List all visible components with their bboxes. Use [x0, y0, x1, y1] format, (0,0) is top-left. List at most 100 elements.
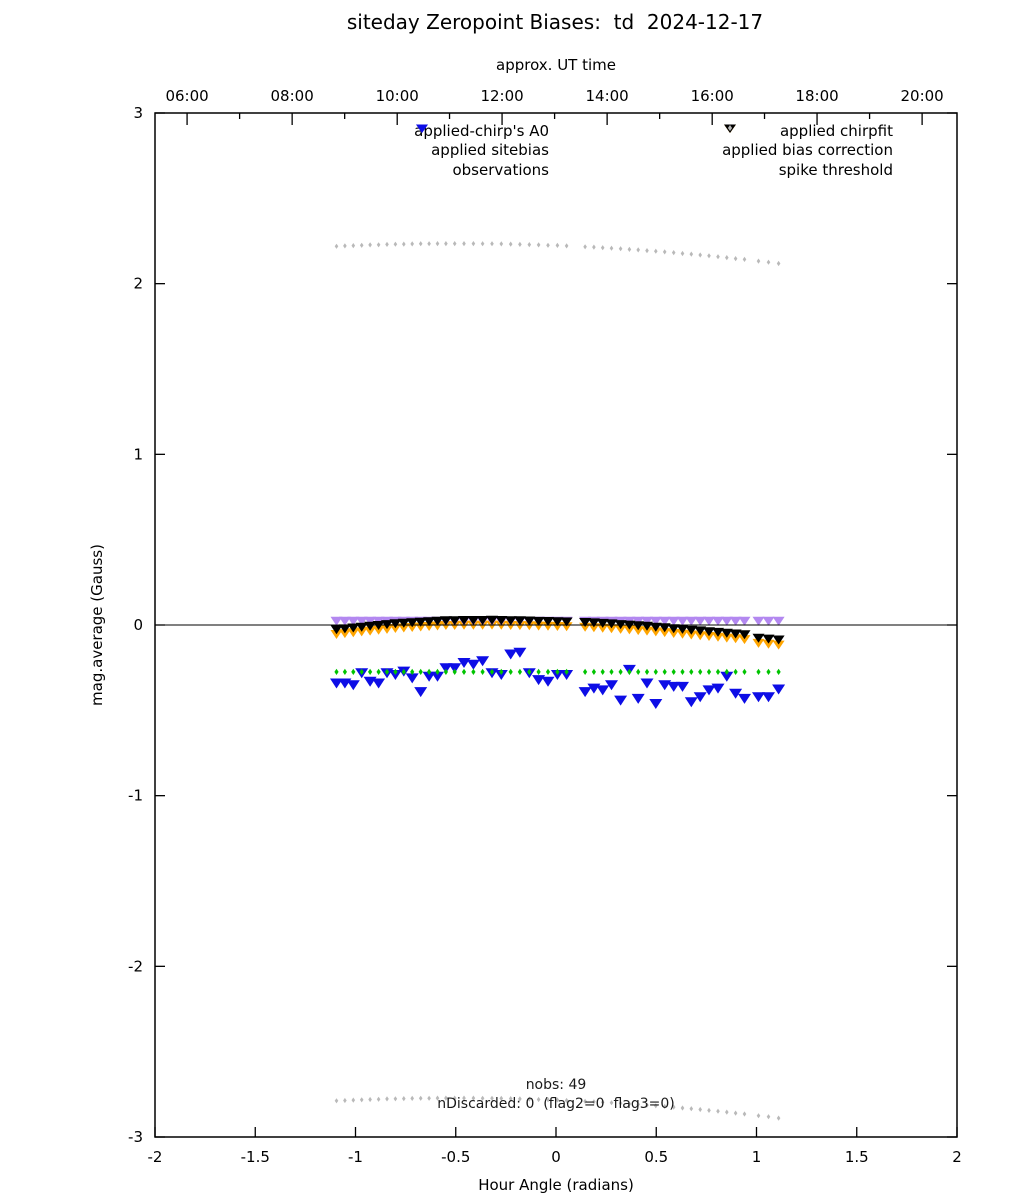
x-axis-ticks: -2 -1.5 -1 -0.5 0 0.5 1 1.5 2: [148, 1127, 962, 1166]
a0-point: [733, 668, 738, 675]
spike_upper-point: [435, 241, 440, 247]
spike_lower-point: [725, 1109, 729, 1115]
spike_lower-point: [662, 1103, 667, 1110]
chirpfit-point: [372, 625, 385, 635]
chirpfit-point: [720, 633, 733, 643]
observations-point: [720, 671, 734, 682]
legend-item-a0: applied-chirp's A0: [414, 121, 574, 141]
spike_upper-point: [444, 241, 448, 247]
x-axis-label: Hour Angle (radians): [478, 1176, 634, 1194]
chirpfit-point: [542, 621, 554, 631]
spike_lower-point: [435, 1095, 440, 1101]
observations-point: [346, 680, 360, 691]
series-a0: [334, 668, 781, 675]
top-tick-label: 10:00: [376, 87, 419, 105]
x-tick-label: -1: [348, 1148, 363, 1166]
spike_upper-point: [725, 255, 729, 261]
spike_lower-point: [368, 1096, 372, 1103]
legend-right-column: applied chirpfit applied bias correction s…: [722, 121, 918, 180]
bias_correction-point: [738, 630, 751, 640]
spike_upper-point: [564, 243, 569, 249]
spike_lower-point: [471, 1095, 476, 1101]
y-tick-label: -2: [128, 957, 143, 975]
chirpfit-point: [364, 626, 377, 636]
chirpfit-point: [658, 628, 671, 638]
sitebias-point: [632, 616, 645, 626]
spike_upper-point: [716, 254, 720, 260]
bias_correction-point: [523, 616, 536, 626]
y-tick-label: 2: [133, 275, 143, 293]
spike_upper-point: [756, 258, 761, 264]
legend-label: applied-chirp's A0: [414, 121, 549, 140]
spike_upper-point: [662, 249, 667, 255]
top-tick-label: 14:00: [586, 87, 629, 105]
spike_lower-point: [592, 1099, 596, 1105]
a0-point: [461, 668, 467, 675]
series-spike_upper: [334, 241, 781, 267]
a0-point: [724, 668, 729, 675]
a0-point: [618, 668, 623, 675]
a0-point: [499, 668, 504, 675]
observations-point: [466, 659, 480, 670]
a0-point: [452, 668, 457, 675]
spike_lower-point: [402, 1096, 406, 1102]
a0-point: [359, 668, 364, 675]
spike_lower-point: [527, 1096, 532, 1102]
sitebias-point: [772, 616, 785, 626]
spike_lower-point: [680, 1105, 685, 1111]
observations-point: [762, 692, 775, 703]
spike_lower-point: [756, 1113, 761, 1119]
a0-point: [583, 668, 588, 675]
observations-marker: [416, 124, 574, 177]
spike_upper-point: [508, 241, 513, 247]
spike_lower-point: [766, 1114, 771, 1120]
legend-label: applied sitebias: [431, 141, 549, 160]
spike_upper-point: [600, 245, 605, 251]
legend-label: applied chirpfit: [779, 121, 893, 140]
observations-point: [422, 671, 436, 682]
observations-point: [729, 688, 743, 699]
bias_correction-point: [694, 626, 707, 636]
a0-point: [536, 668, 541, 675]
spike_lower-point: [654, 1103, 658, 1109]
bias_correction-point: [579, 618, 592, 627]
spike_upper-point: [427, 241, 431, 247]
bias_correction-point: [423, 617, 436, 627]
legend-label: applied bias correction: [722, 141, 893, 160]
bias_correction-point: [641, 621, 653, 631]
observations-point: [693, 692, 707, 703]
spike_lower-point: [499, 1095, 504, 1101]
bias_correction-point: [587, 618, 600, 628]
spike_upper-point: [368, 242, 372, 248]
a0-point: [662, 668, 667, 675]
observations-point: [405, 673, 419, 684]
bias_correction-point: [667, 624, 680, 634]
legend-item-bias_correction: applied bias correction: [722, 124, 918, 161]
bias_correction-point: [513, 616, 526, 626]
chirpfit-point: [667, 629, 680, 638]
y-axis-label: mag.average (Gauss): [88, 544, 106, 706]
spike_lower-point: [776, 1115, 781, 1121]
spike_lower-point: [351, 1097, 356, 1103]
top-tick-label: 18:00: [795, 87, 838, 105]
spike_upper-point: [462, 241, 466, 247]
a0-point: [410, 668, 415, 675]
x-tick-label: 0.5: [644, 1148, 668, 1166]
legend-left-column: applied-chirp's A0 applied sitebias observ…: [414, 121, 574, 180]
sitebias-point: [729, 616, 742, 626]
observations-point: [372, 678, 386, 689]
bias_correction-point: [330, 625, 343, 635]
bias_correction-point: [762, 634, 775, 644]
nobs-annotation: nobs: 49: [525, 1077, 587, 1093]
observations-point: [439, 663, 453, 674]
spike_lower-point: [490, 1095, 494, 1101]
bias_correction-point: [389, 619, 402, 629]
spike_upper-point: [385, 241, 389, 247]
spike_lower-point: [385, 1096, 389, 1102]
spike_lower-point: [444, 1095, 448, 1101]
a0-point: [591, 668, 596, 675]
chirpfit-point: [762, 639, 775, 649]
sitebias-point: [752, 616, 765, 626]
a0-point: [418, 668, 423, 675]
observations-point: [414, 687, 428, 698]
